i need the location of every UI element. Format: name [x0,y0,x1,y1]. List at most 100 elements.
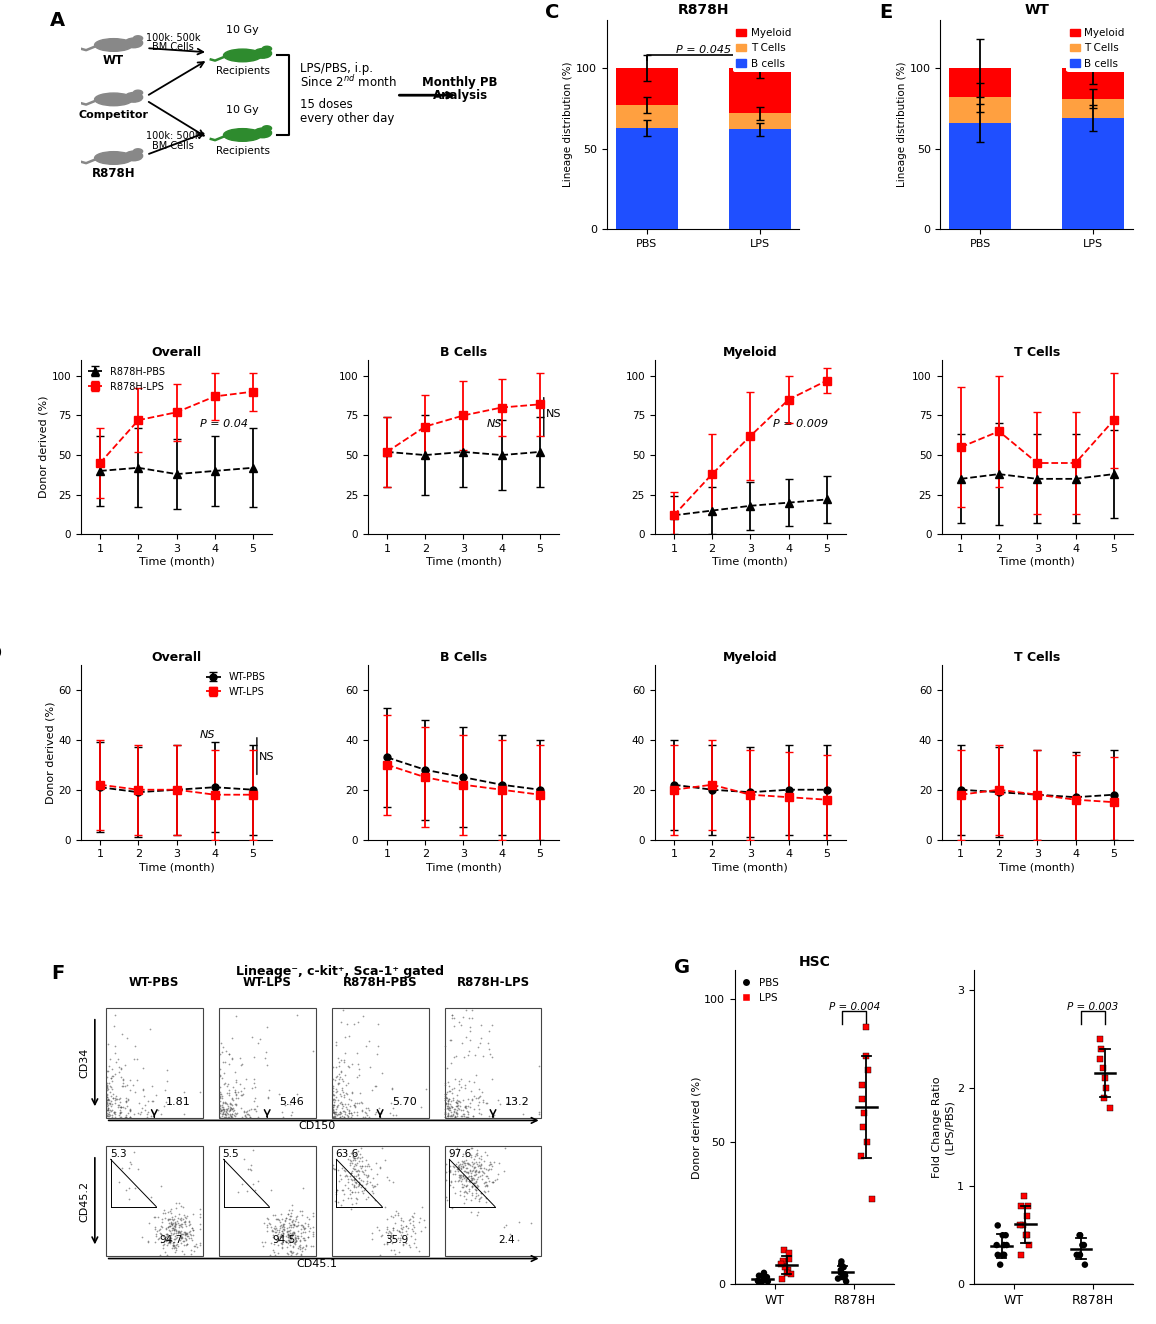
Point [128,1049,147,1070]
Point [326,1078,344,1099]
Point [156,1242,175,1263]
Point [295,1218,313,1239]
Point [276,1209,295,1230]
Point [247,1100,266,1121]
Point [328,1180,347,1201]
Point [284,1222,303,1243]
Point [172,1227,191,1249]
Point [328,1103,347,1124]
Point [168,1227,186,1249]
Point [154,1225,172,1246]
Point [413,1196,431,1217]
X-axis label: Time (month): Time (month) [712,862,788,873]
Point [157,1223,176,1245]
Point [117,1180,135,1201]
Point [213,1087,231,1108]
Point [153,1211,171,1233]
Bar [949,97,1012,123]
Point [464,1106,482,1127]
Point [191,1206,209,1227]
Point [287,1230,305,1251]
Point [97,1079,116,1100]
Point [103,1058,121,1079]
Point [1091,1029,1110,1050]
Point [346,1149,364,1170]
Point [781,1263,800,1284]
Point [97,1084,116,1106]
Point [437,1106,455,1127]
Point [162,1211,180,1233]
Point [282,1104,301,1125]
Point [482,1068,501,1090]
Point [450,1070,468,1091]
Point [343,1145,362,1166]
Point [279,1221,297,1242]
Point [228,1084,246,1106]
Point [347,1092,365,1113]
Point [361,1057,379,1078]
Point [166,1242,185,1263]
Point [133,1098,151,1119]
Point [356,1189,375,1210]
Point [444,1103,462,1124]
Point [104,1102,123,1123]
Point [341,1168,360,1189]
Point [325,1106,343,1127]
Point [469,1189,488,1210]
Point [363,1181,381,1202]
Point [460,1070,479,1091]
Point [446,1098,465,1119]
X-axis label: Time (month): Time (month) [425,862,502,873]
Point [358,1166,377,1188]
Point [225,1079,244,1100]
Point [258,1215,276,1237]
Point [151,1245,170,1266]
Point [778,1262,796,1283]
Point [266,1215,284,1237]
Point [163,1223,181,1245]
Point [264,1225,282,1246]
Point [465,1172,483,1193]
Point [271,1215,289,1237]
Point [329,1068,348,1090]
Point [113,1070,132,1091]
Point [301,1218,319,1239]
Point [368,1173,386,1194]
Point [164,1229,183,1250]
Point [452,1014,470,1035]
Point [268,1229,287,1250]
Point [446,1102,465,1123]
Point [210,1083,229,1104]
Point [480,1155,498,1176]
Point [344,1165,363,1186]
Point [459,1166,477,1188]
Point [178,1223,197,1245]
Point [436,1102,454,1123]
Point [290,1239,309,1260]
Point [280,1219,298,1241]
Point [290,1235,309,1256]
Circle shape [262,46,272,52]
Point [297,1234,316,1255]
Point [282,1102,301,1123]
Text: every other day: every other day [301,113,394,126]
Point [279,1226,297,1247]
Point [440,1080,459,1102]
Title: HSC: HSC [799,955,830,969]
Point [157,1229,176,1250]
Point [277,1207,296,1229]
Point [276,1207,295,1229]
Point [222,1107,240,1128]
Point [283,1214,302,1235]
Point [99,1072,118,1094]
Point [265,1245,283,1266]
Point [328,1080,347,1102]
Bar [445,1008,541,1117]
Point [360,1106,378,1127]
Point [407,1237,425,1258]
Point [101,1104,119,1125]
Point [266,1218,284,1239]
Point [446,1164,465,1185]
Point [385,1239,403,1260]
Point [340,1100,358,1121]
